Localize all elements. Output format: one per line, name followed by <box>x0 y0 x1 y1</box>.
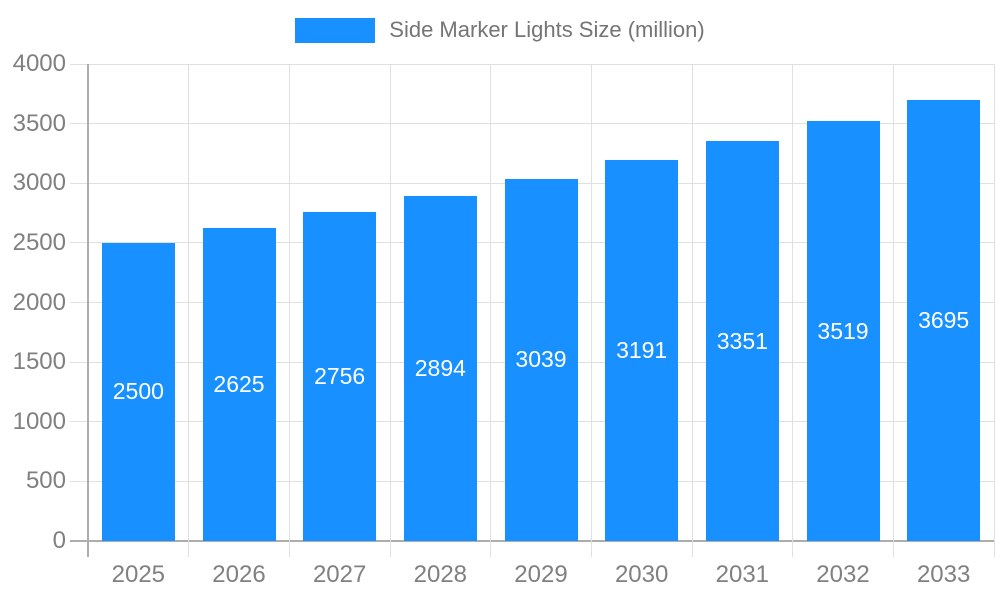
legend-swatch[interactable] <box>295 17 376 43</box>
x-tick <box>993 541 995 557</box>
bar: 2756 <box>303 212 377 541</box>
x-tick <box>792 541 794 557</box>
bar-value-label: 3351 <box>716 327 768 354</box>
bar-value-label: 2625 <box>213 370 265 397</box>
bar-value-label: 3039 <box>515 346 567 373</box>
x-tick <box>389 541 391 557</box>
bar-value-label: 3191 <box>616 337 668 364</box>
y-tick <box>70 540 88 542</box>
gridline-x <box>691 64 693 541</box>
chart-legend[interactable]: Side Marker Lights Size (million) <box>0 16 1000 44</box>
y-tick <box>70 302 88 303</box>
x-tick-label: 2027 <box>312 561 367 588</box>
bar: 3351 <box>705 141 779 541</box>
bar-value-label: 2756 <box>314 363 366 390</box>
y-tick-label: 2000 <box>12 288 66 316</box>
y-tick-label: 3000 <box>12 169 66 197</box>
bar-value-label: 3695 <box>918 307 970 334</box>
x-tick-label: 2029 <box>514 561 568 588</box>
y-tick-label: 2500 <box>12 228 66 256</box>
x-tick-label: 2030 <box>614 561 669 588</box>
bar: 3695 <box>907 100 981 541</box>
x-tick <box>188 541 190 557</box>
x-tick <box>892 541 894 557</box>
gridline-y <box>88 123 994 125</box>
y-tick <box>70 63 88 65</box>
y-tick-label: 3500 <box>12 109 66 137</box>
x-tick-label: 2026 <box>212 561 266 588</box>
y-tick-label: 4000 <box>12 50 66 77</box>
bar-value-label: 3519 <box>817 317 869 344</box>
gridline-x <box>892 64 894 541</box>
y-tick-label: 1500 <box>12 348 66 376</box>
bar: 3519 <box>806 121 880 541</box>
gridline-x <box>590 64 592 541</box>
gridline-x <box>490 64 492 541</box>
x-tick <box>691 541 693 557</box>
x-tick-label: 2028 <box>413 561 468 588</box>
x-tick <box>590 541 592 557</box>
y-tick-label: 1000 <box>12 407 66 435</box>
legend-label[interactable]: Side Marker Lights Size (million) <box>389 17 705 42</box>
x-tick-label: 2025 <box>111 561 166 588</box>
gridline-y <box>88 63 994 65</box>
y-tick <box>70 242 88 244</box>
y-tick-label: 0 <box>52 527 66 554</box>
bar: 2500 <box>101 242 175 541</box>
gridline-x <box>288 64 290 541</box>
x-tick-label: 2031 <box>715 561 770 588</box>
x-tick <box>288 541 290 557</box>
y-tick <box>70 480 88 482</box>
bar: 2625 <box>202 227 276 541</box>
y-tick <box>70 361 88 363</box>
y-tick <box>70 123 88 125</box>
y-tick <box>70 182 88 184</box>
x-tick <box>490 541 492 557</box>
x-axis-line <box>88 540 994 542</box>
bar-value-label: 2500 <box>112 378 164 405</box>
y-tick-label: 500 <box>25 467 66 495</box>
bar: 2894 <box>403 195 477 541</box>
gridline-x <box>389 64 391 541</box>
gridline-x <box>188 64 190 541</box>
y-tick <box>70 421 88 423</box>
bar-value-label: 2894 <box>414 354 466 381</box>
gridline-x <box>993 64 995 541</box>
bar: 3039 <box>504 178 578 541</box>
y-axis-line <box>87 64 89 541</box>
x-tick-label: 2033 <box>916 561 971 588</box>
x-tick <box>87 541 89 557</box>
gridline-x <box>792 64 794 541</box>
x-tick-label: 2032 <box>816 561 870 588</box>
bar: 3191 <box>605 160 679 541</box>
